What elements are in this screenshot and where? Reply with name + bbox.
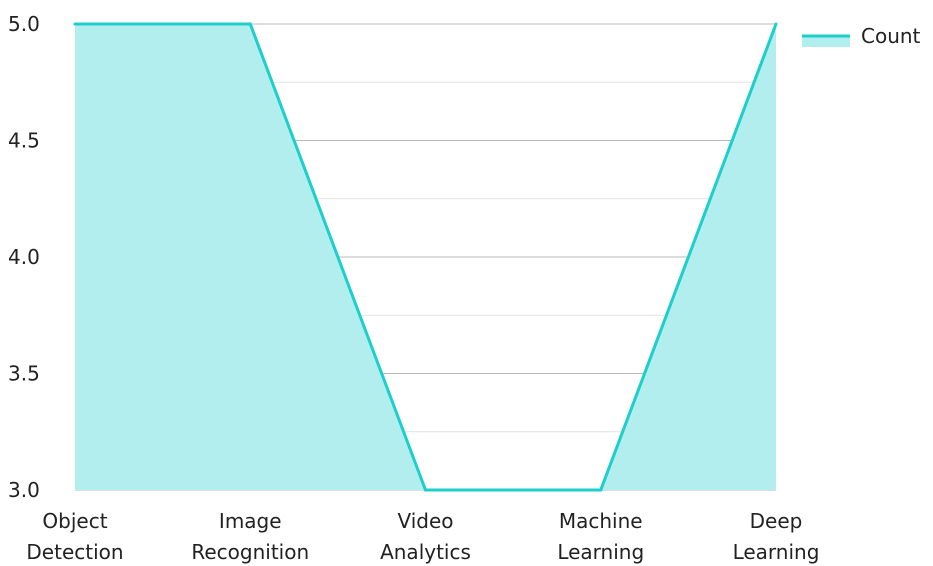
series-area-count xyxy=(75,24,776,490)
data-point xyxy=(599,488,603,492)
x-tick-label: Machine Learning xyxy=(557,509,644,564)
x-tick-label: Object Detection xyxy=(26,509,123,564)
x-axis: Object Detection Image Recognition Video Anal… xyxy=(26,509,819,564)
data-point xyxy=(424,488,427,492)
legend-label-count: Count xyxy=(861,24,921,48)
data-point xyxy=(73,22,77,26)
y-axis: 3.0 3.5 4.0 4.5 5.0 xyxy=(8,12,40,502)
y-tick-label: 3.5 xyxy=(8,362,40,386)
y-tick-label: 4.0 xyxy=(8,245,40,269)
y-tick-label: 3.0 xyxy=(8,478,40,502)
x-tick-label: Video Analytics xyxy=(380,509,471,564)
legend-swatch-fill xyxy=(802,35,850,47)
data-point xyxy=(774,22,778,26)
legend: Count xyxy=(802,24,921,48)
area-layer xyxy=(73,22,778,492)
y-tick-label: 5.0 xyxy=(8,12,40,36)
y-tick-label: 4.5 xyxy=(8,129,40,153)
data-point xyxy=(248,22,252,26)
x-tick-label: Image Recognition xyxy=(191,509,309,564)
x-tick-label: Deep Learning xyxy=(733,509,820,564)
